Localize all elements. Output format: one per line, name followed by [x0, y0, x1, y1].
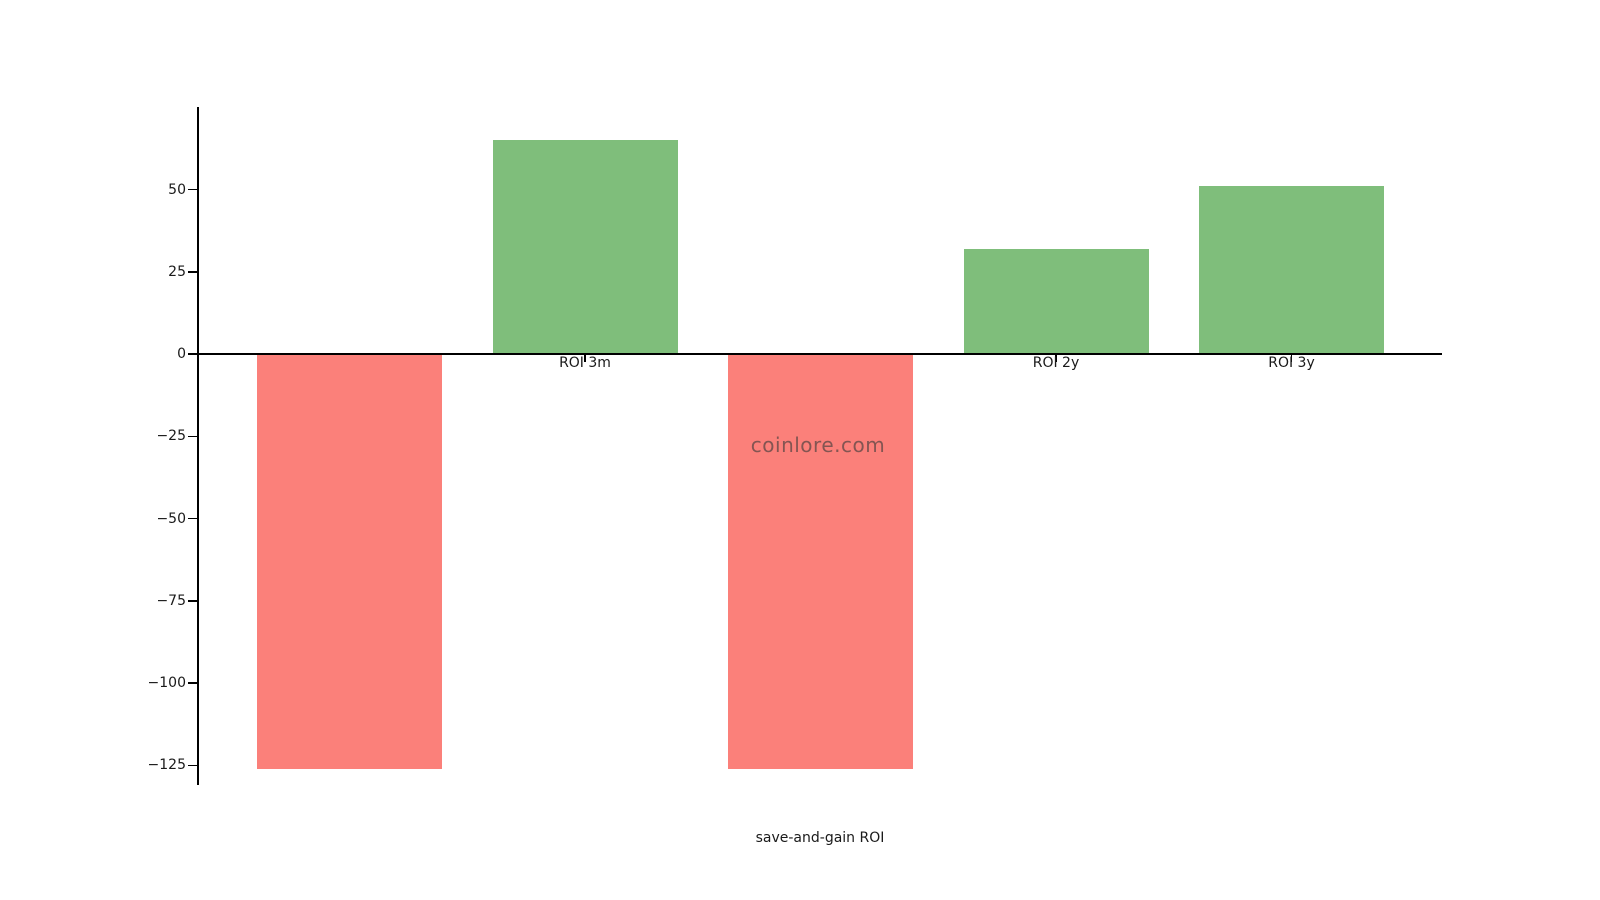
- watermark-text: coinlore.com: [750, 433, 886, 457]
- bar-0: [257, 354, 442, 769]
- bar-1: [492, 140, 678, 354]
- y-tick: [188, 271, 197, 273]
- x-tick-label-4: ROI 3y: [1268, 355, 1315, 371]
- bar-3: [963, 248, 1149, 354]
- y-tick-label: −50: [156, 510, 186, 527]
- x-tick-4: [1290, 354, 1293, 362]
- bar-2: [728, 354, 913, 769]
- y-tick-label: 50: [168, 181, 186, 198]
- y-tick-label: −125: [147, 757, 186, 774]
- y-tick: [188, 600, 197, 602]
- x-zero-line: [197, 353, 1442, 355]
- x-tick-label-1: ROI 3m: [559, 355, 611, 371]
- y-tick: [188, 682, 197, 684]
- x-tick-1: [584, 354, 586, 362]
- y-tick: [188, 764, 197, 766]
- y-tick-label: −100: [147, 675, 186, 691]
- y-axis-spine: [197, 107, 199, 785]
- x-tick-label-3: ROI 2y: [1032, 355, 1080, 371]
- y-tick-label: 25: [168, 263, 186, 280]
- x-tick-3: [1055, 354, 1057, 362]
- y-tick: [188, 353, 197, 355]
- y-tick: [188, 517, 197, 520]
- bar-4: [1199, 186, 1384, 354]
- y-tick: [188, 435, 197, 437]
- y-tick-label: 0: [177, 346, 186, 362]
- x-axis-title: save-and-gain ROI: [755, 830, 885, 846]
- y-tick: [188, 188, 197, 191]
- y-tick-label: −25: [156, 428, 186, 445]
- y-tick-label: −75: [156, 592, 186, 609]
